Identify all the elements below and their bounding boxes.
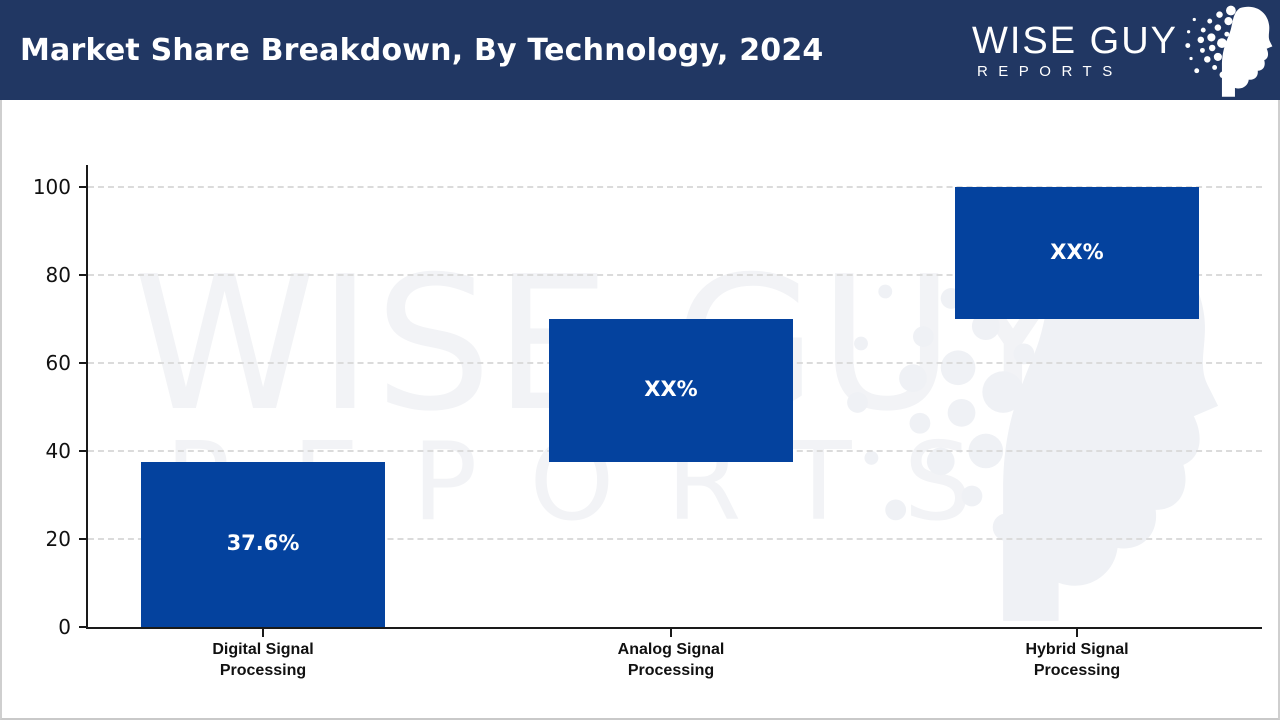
watermark-face-icon bbox=[847, 232, 1219, 621]
bar-value-label-1: 37.6% bbox=[226, 531, 300, 556]
wise-guy-logo: WISE GUY REPORTS bbox=[972, 0, 1274, 100]
y-tick-20 bbox=[79, 538, 86, 540]
y-tick-label-80: 80 bbox=[45, 263, 71, 287]
y-tick-label-0: 0 bbox=[58, 615, 71, 639]
x-category-label-3: Hybrid Signal Processing bbox=[1025, 641, 1129, 679]
logo-wiseguy-text: WISE GUY bbox=[971, 19, 1178, 62]
x-category-label-1: Digital Signal Processing bbox=[212, 641, 314, 679]
y-tick-label-60: 60 bbox=[45, 351, 71, 375]
y-tick-80 bbox=[79, 274, 86, 276]
page-title: Market Share Breakdown, By Technology, 2… bbox=[20, 32, 824, 68]
bar-value-label-3: XX% bbox=[1050, 240, 1104, 264]
y-axis-spine bbox=[86, 165, 88, 627]
y-tick-60 bbox=[79, 362, 86, 364]
x-tick-2 bbox=[670, 629, 672, 637]
x-tick-1 bbox=[262, 629, 264, 637]
y-tick-0 bbox=[79, 626, 86, 628]
x-axis-spine bbox=[86, 627, 1262, 629]
bar-2 bbox=[549, 319, 793, 462]
x-tick-3 bbox=[1076, 629, 1078, 637]
bar-value-label-2: XX% bbox=[644, 377, 698, 402]
bar-3 bbox=[955, 187, 1199, 319]
header-bar: Market Share Breakdown, By Technology, 2… bbox=[0, 0, 1280, 100]
logo-reports-text: REPORTS bbox=[976, 62, 1123, 80]
y-tick-label-20: 20 bbox=[45, 527, 71, 551]
bar-1 bbox=[141, 461, 385, 627]
y-tick-label-40: 40 bbox=[45, 439, 71, 463]
x-category-label-2: Analog Signal Processing bbox=[617, 641, 725, 679]
gridline-y-80 bbox=[88, 274, 1262, 276]
logo-text: WISE GUY REPORTS bbox=[972, 21, 1178, 80]
y-tick-40 bbox=[79, 450, 86, 452]
gridline-y-20 bbox=[88, 538, 1262, 540]
y-tick-label-100: 100 bbox=[32, 175, 71, 199]
y-tick-100 bbox=[79, 186, 86, 188]
logo-face-icon bbox=[1185, 5, 1273, 97]
gridline-y-100 bbox=[88, 186, 1262, 188]
